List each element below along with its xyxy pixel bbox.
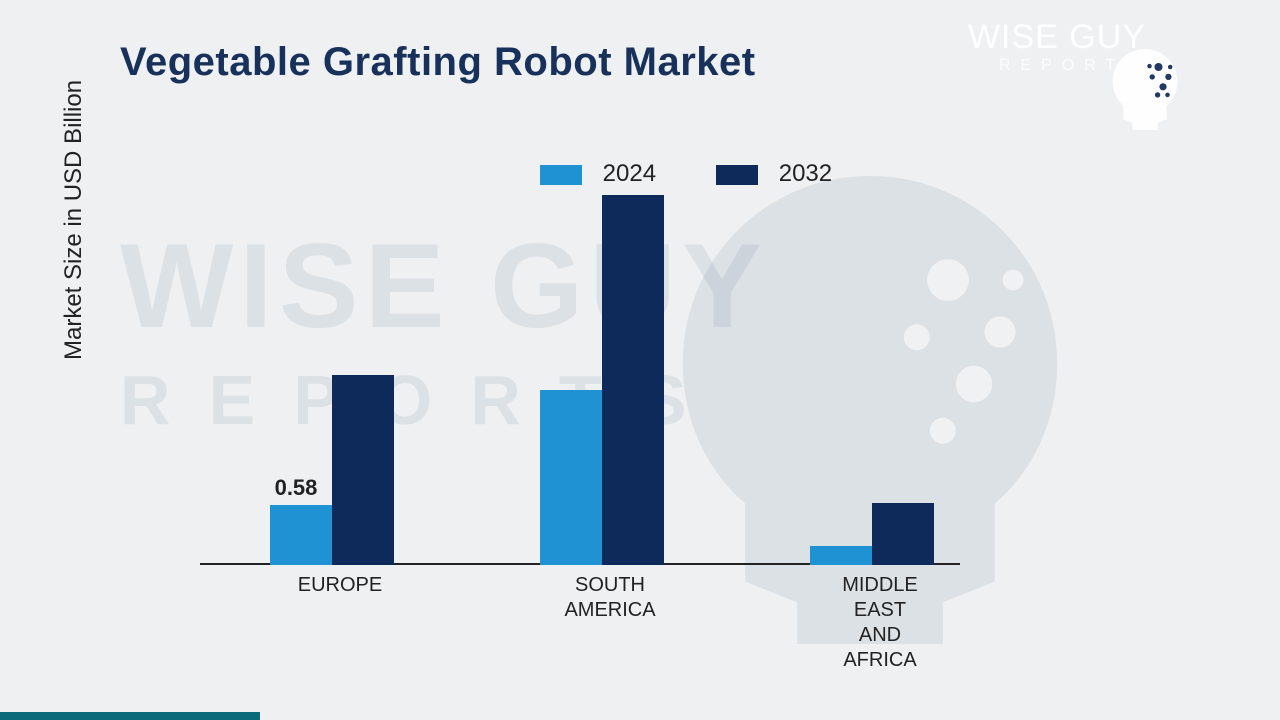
bar-2024	[540, 390, 602, 565]
legend-label: 2024	[603, 160, 656, 187]
y-axis-label: Market Size in USD Billion	[60, 80, 88, 360]
chart-title: Vegetable Grafting Robot Market	[120, 40, 756, 85]
legend-item: 2024	[540, 160, 656, 188]
bar-chart: 0.58 EUROPE SOUTH AMERICA MIDDLE EAST AN…	[140, 195, 960, 565]
bar-2032	[602, 195, 664, 565]
brand-name-line1: WISE GUY	[968, 20, 1146, 54]
bottom-accent-bar	[0, 712, 260, 720]
category-label: EUROPE	[260, 565, 420, 598]
brand-name-line2: REPORTS	[968, 58, 1146, 74]
legend-swatch	[716, 165, 758, 185]
chart-legend: 2024 2032	[540, 160, 832, 188]
bar-value-label: 0.58	[260, 475, 332, 501]
legend-swatch	[540, 165, 582, 185]
plot-area: 0.58 EUROPE SOUTH AMERICA MIDDLE EAST AN…	[200, 195, 960, 565]
legend-item: 2032	[716, 160, 832, 188]
bar-2032	[872, 503, 934, 565]
category-label: SOUTH AMERICA	[530, 565, 690, 623]
bar-2024	[810, 546, 872, 565]
brand-logo: WISE GUY REPORTS	[968, 20, 1250, 74]
bar-2032	[332, 375, 394, 565]
report-card: WISE GUY REPORTS Vegetable Grafting Robo…	[0, 0, 1280, 720]
legend-label: 2032	[779, 160, 832, 187]
category-label: MIDDLE EAST AND AFRICA	[800, 565, 960, 673]
bar-2024	[270, 505, 332, 565]
